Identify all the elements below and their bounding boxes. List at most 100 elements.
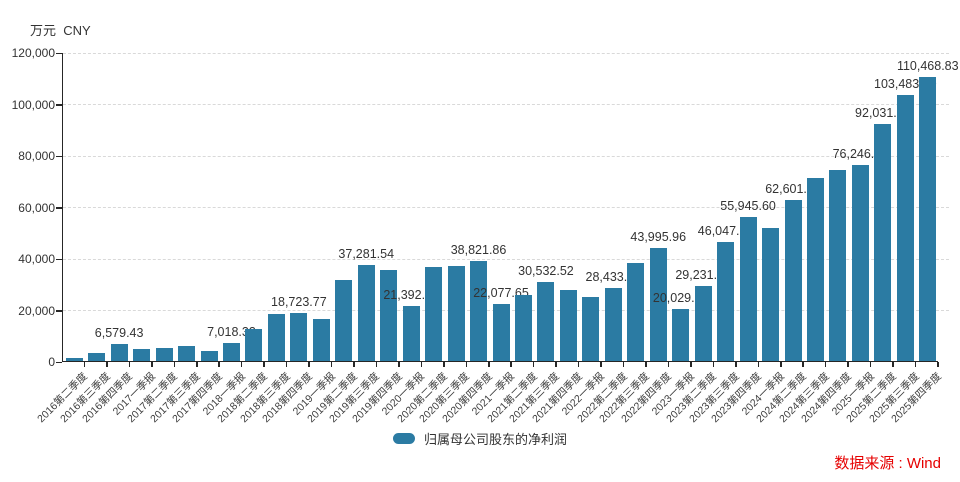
bar: [582, 296, 600, 361]
bar: [222, 342, 240, 361]
x-tick-mark: [869, 362, 872, 367]
bar: [717, 242, 735, 361]
bar: [514, 295, 532, 361]
bar: [88, 353, 106, 361]
bar: [245, 328, 263, 361]
legend: 归属母公司股东的净利润: [392, 429, 568, 448]
y-tick-label: 60,000: [18, 200, 55, 215]
bar: [178, 346, 196, 361]
x-tick-mark: [465, 362, 468, 367]
bar: [200, 351, 218, 361]
bar: [537, 282, 555, 361]
x-tick-mark: [196, 362, 198, 367]
data-source-label: 数据来源 : Wind: [834, 455, 941, 472]
bar-value-label: 46,047.64: [697, 224, 754, 239]
x-tick-mark: [555, 362, 557, 367]
bar: [806, 178, 824, 361]
bar-value-label: 110,468.83: [896, 58, 959, 73]
x-tick-mark: [510, 362, 512, 367]
bar: [447, 265, 465, 361]
gridline: [63, 52, 949, 54]
x-tick-mark: [802, 362, 804, 367]
y-tick-label: 40,000: [18, 252, 55, 266]
legend-label: 归属母公司股东的净利润: [423, 432, 568, 447]
x-tick-mark: [600, 362, 602, 367]
plot-area: 6,579.43 7,018.33 18,723.77 37,281.54 21,392…: [62, 52, 959, 362]
y-axis-unit-label: 万元 CNY: [30, 23, 91, 38]
y-tick-mark: [56, 361, 62, 363]
x-tick-mark: [443, 362, 445, 367]
bar: [492, 304, 510, 361]
bar: [829, 170, 847, 361]
bar: [672, 309, 690, 361]
x-tick-mark: [106, 362, 108, 367]
x-tick-mark: [937, 362, 939, 367]
bar: [402, 305, 420, 361]
bar-value-label: 76,246.54: [832, 146, 889, 161]
bar-value-label: 22,077.65: [473, 286, 529, 301]
bar: [290, 312, 308, 361]
bar: [380, 270, 398, 361]
y-tick-mark: [56, 207, 62, 209]
x-tick-mark: [263, 362, 265, 367]
x-tick-mark: [488, 362, 490, 367]
x-tick-mark: [780, 362, 782, 367]
x-tick-mark: [690, 362, 692, 367]
y-tick-mark: [56, 258, 62, 260]
y-tick-mark: [56, 310, 62, 312]
x-tick-mark: [847, 362, 849, 367]
bar: [133, 348, 151, 361]
bar: [739, 216, 757, 361]
bar-value-label: 18,723.77: [271, 294, 327, 309]
bar: [851, 164, 869, 361]
bar-value-label: 92,031.55: [855, 106, 911, 121]
x-tick-mark: [914, 362, 917, 367]
bar: [335, 279, 353, 361]
y-tick-label: 100,000: [11, 97, 55, 112]
x-tick-mark: [398, 362, 400, 367]
gridline: [63, 155, 949, 157]
y-tick-label: 120,000: [11, 46, 55, 60]
bar: [425, 267, 443, 361]
gridline: [63, 258, 949, 260]
bar-value-label: 62,601.83: [765, 181, 821, 196]
bar: [919, 76, 937, 361]
x-tick-mark: [577, 362, 580, 367]
gridline: [63, 207, 949, 208]
x-tick-mark: [645, 362, 647, 367]
x-tick-mark: [240, 362, 243, 367]
bar: [559, 290, 577, 361]
y-tick-mark: [56, 104, 62, 106]
bar-value-label: 30,532.52: [518, 264, 574, 279]
y-tick-mark: [56, 155, 62, 157]
bar: [784, 199, 802, 361]
x-tick-mark: [285, 362, 288, 367]
bar-value-label: 20,029.28: [652, 291, 709, 306]
bar: [604, 287, 622, 361]
x-tick-mark: [667, 362, 670, 367]
x-tick-mark: [151, 362, 153, 367]
bar: [874, 124, 892, 361]
x-tick-mark: [757, 362, 760, 367]
bar: [896, 94, 914, 361]
bar-value-label: 7,018.33: [207, 324, 256, 339]
bar: [312, 319, 330, 361]
x-tick-mark: [375, 362, 378, 367]
bar: [649, 247, 667, 361]
bar-value-label: 38,821.86: [450, 243, 507, 258]
bar: [110, 344, 128, 361]
x-tick-mark: [735, 362, 737, 367]
bar-value-label: 43,995.96: [630, 229, 687, 244]
x-tick-mark: [308, 362, 310, 367]
x-tick-mark: [420, 362, 423, 367]
x-tick-mark: [622, 362, 625, 367]
bar: [65, 357, 83, 361]
bar-value-label: 55,945.60: [720, 198, 776, 213]
legend-swatch-icon: [392, 433, 415, 444]
bar-value-label: 6,579.43: [94, 326, 144, 341]
x-tick-mark: [353, 362, 355, 367]
x-tick-mark: [173, 362, 176, 367]
x-tick-mark: [712, 362, 715, 367]
bar: [627, 262, 645, 361]
bar: [762, 228, 780, 361]
